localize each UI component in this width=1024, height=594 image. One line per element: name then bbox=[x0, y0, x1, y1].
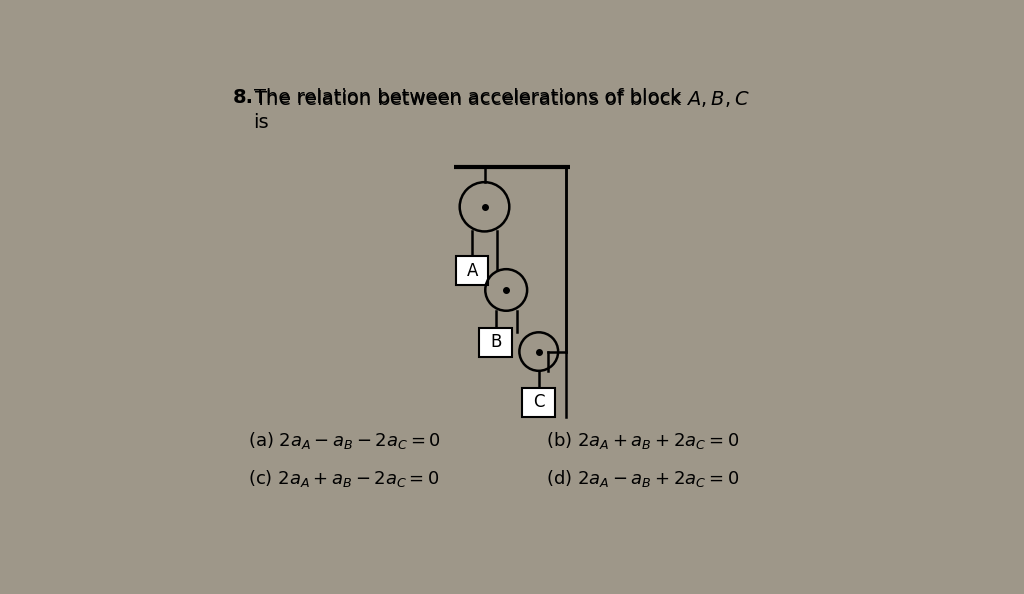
Text: (a) $2a_A-a_B-2a_C=0$: (a) $2a_A-a_B-2a_C=0$ bbox=[248, 429, 441, 451]
Text: 8.: 8. bbox=[232, 89, 254, 108]
Text: (c) $2a_A+a_B-2a_C=0$: (c) $2a_A+a_B-2a_C=0$ bbox=[248, 468, 439, 489]
Text: The relation between accelerations of block $\mathit{A, B, C}$: The relation between accelerations of bl… bbox=[254, 89, 750, 109]
FancyBboxPatch shape bbox=[479, 328, 512, 357]
Text: is: is bbox=[254, 113, 269, 132]
Text: (d) $2a_A-a_B+2a_C=0$: (d) $2a_A-a_B+2a_C=0$ bbox=[547, 468, 739, 489]
FancyBboxPatch shape bbox=[456, 256, 488, 285]
Text: C: C bbox=[534, 393, 545, 412]
Text: (b) $2a_A+a_B+2a_C=0$: (b) $2a_A+a_B+2a_C=0$ bbox=[547, 429, 739, 451]
Text: The relation between accelerations of block: The relation between accelerations of bl… bbox=[254, 89, 687, 108]
Text: B: B bbox=[490, 333, 502, 351]
Text: A: A bbox=[466, 262, 478, 280]
FancyBboxPatch shape bbox=[522, 388, 555, 417]
